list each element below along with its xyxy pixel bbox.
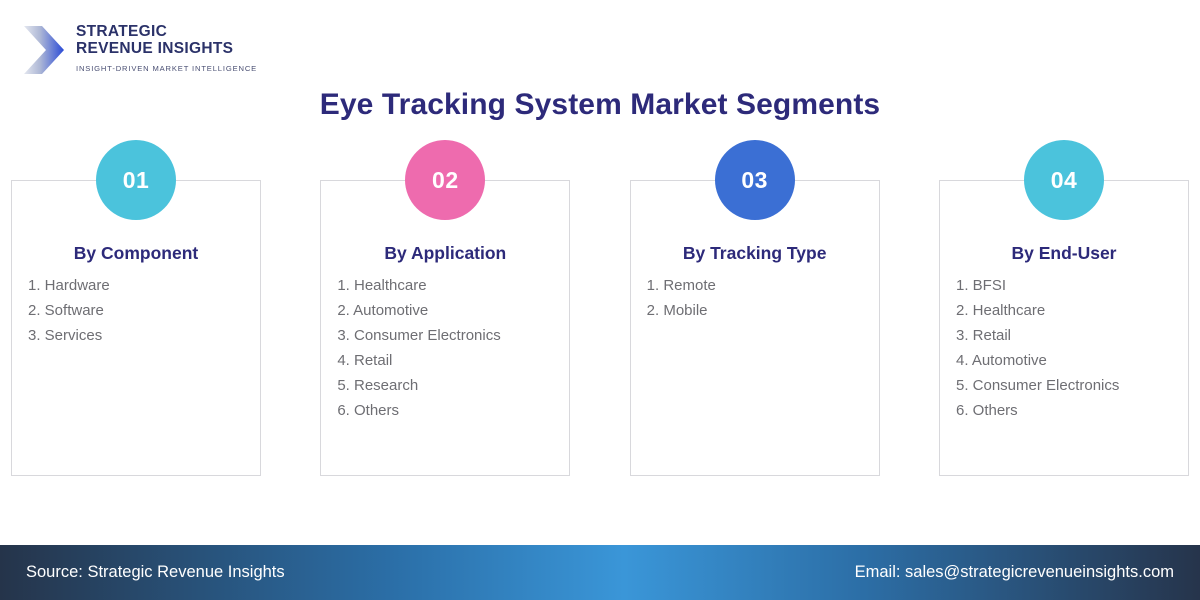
list-item: 1. Remote xyxy=(646,277,716,294)
list-item: 2. Healthcare xyxy=(955,302,1046,319)
list-item: 6. Others xyxy=(955,402,1018,419)
segment-number-badge: 01 xyxy=(96,140,176,220)
brand-tagline: INSIGHT-DRIVEN MARKET INTELLIGENCE xyxy=(76,63,258,73)
segment-cards: 01 By Component 1. Hardware 2. Software … xyxy=(11,140,1189,476)
list-item: 3. Retail xyxy=(955,327,1012,344)
list-item: 2. Mobile xyxy=(646,302,708,319)
list-item: 2. Automotive xyxy=(337,302,429,319)
list-item: 5. Research xyxy=(337,377,419,394)
list-item: 3. Services xyxy=(28,327,103,344)
list-item: 3. Consumer Electronics xyxy=(337,327,501,344)
footer-email[interactable]: Email: sales@strategicrevenueinsights.co… xyxy=(854,563,1174,581)
brand-logo: STRATEGIC REVENUE INSIGHTS INSIGHT-DRIVE… xyxy=(22,20,257,76)
list-item: 5. Consumer Electronics xyxy=(955,377,1120,394)
segment-card-title: By End-User xyxy=(1011,243,1117,263)
segment-card-application: 02 By Application 1. Healthcare 2. Autom… xyxy=(320,140,571,476)
segment-number-badge: 03 xyxy=(714,140,795,220)
brand-logo-text: STRATEGIC REVENUE INSIGHTS INSIGHT-DRIVE… xyxy=(76,20,257,73)
segment-card-end-user: 04 By End-User 1. BFSI 2. Healthcare 3. … xyxy=(938,140,1189,476)
segment-card-tracking-type: 03 By Tracking Type 1. Remote 2. Mobile xyxy=(629,140,880,476)
segment-item-list: 1. Remote 2. Mobile xyxy=(631,273,879,323)
list-item: 4. Retail xyxy=(337,352,393,369)
segment-item-list: 1. Hardware 2. Software 3. Services xyxy=(12,273,260,348)
list-item: 4. Automotive xyxy=(955,352,1047,369)
segment-card-title: By Tracking Type xyxy=(682,243,827,263)
segment-card-component: 01 By Component 1. Hardware 2. Software … xyxy=(11,140,261,476)
segment-card-title: By Application xyxy=(384,243,507,263)
segment-item-list: 1. Healthcare 2. Automotive 3. Consumer … xyxy=(321,273,569,423)
segment-number-badge: 04 xyxy=(1023,140,1104,220)
list-item: 1. BFSI xyxy=(955,277,1007,294)
segment-item-list: 1. BFSI 2. Healthcare 3. Retail 4. Autom… xyxy=(940,273,1188,423)
brand-name-line2: REVENUE INSIGHTS xyxy=(76,40,234,58)
footer-bar: Source: Strategic Revenue Insights Email… xyxy=(0,545,1200,600)
page-title: Eye Tracking System Market Segments xyxy=(319,88,881,121)
list-item: 1. Healthcare xyxy=(337,277,427,294)
footer-source: Source: Strategic Revenue Insights xyxy=(26,563,285,581)
brand-name-line1: STRATEGIC xyxy=(76,23,168,40)
chevron-right-logo-icon xyxy=(24,26,64,74)
list-item: 6. Others xyxy=(337,402,400,419)
list-item: 1. Hardware xyxy=(28,277,110,294)
segment-number-badge: 02 xyxy=(405,140,486,220)
segment-card-title: By Component xyxy=(73,243,199,263)
list-item: 2. Software xyxy=(28,302,104,319)
